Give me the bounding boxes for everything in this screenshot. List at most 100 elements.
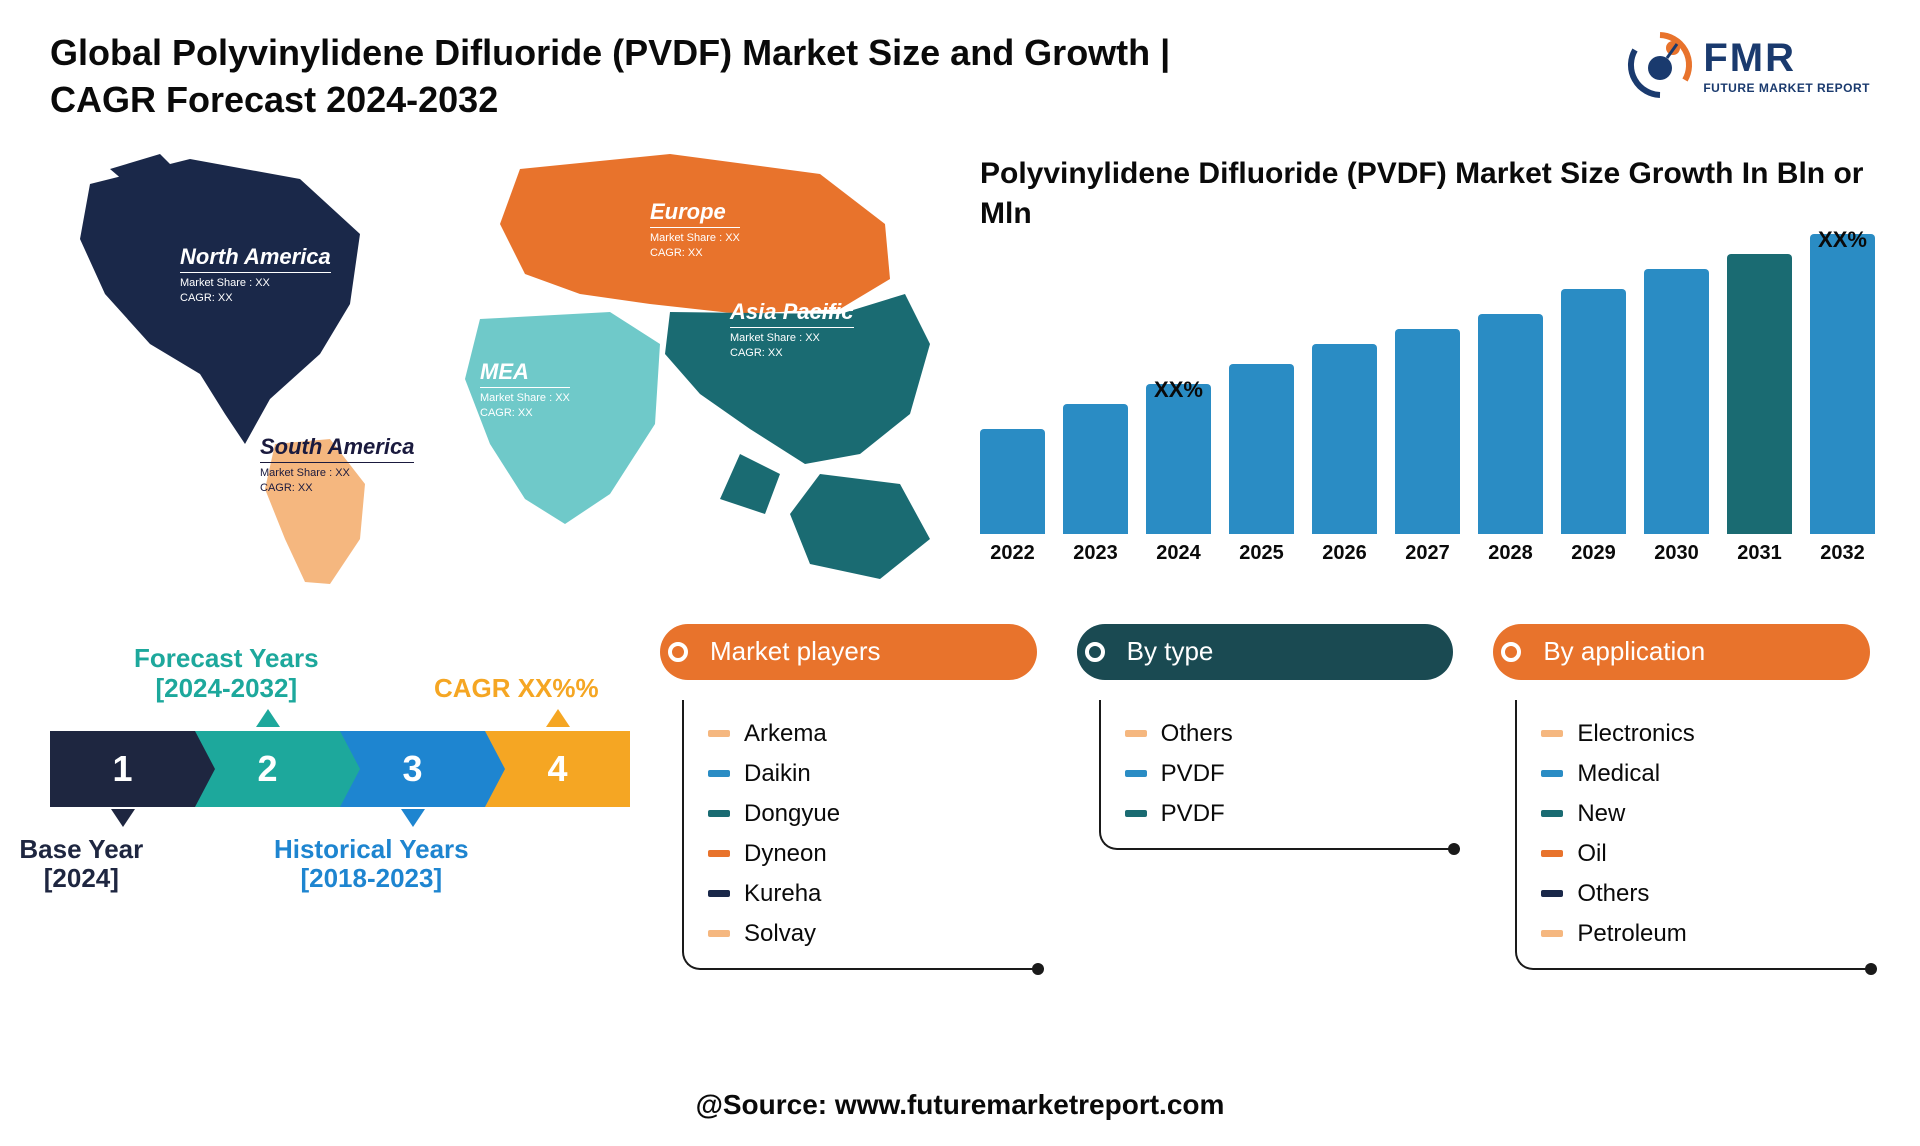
region-info: Market Share : XXCAGR: XX (180, 272, 331, 307)
bar-2024: XX%2024 (1146, 384, 1211, 565)
region-name: Europe (650, 199, 740, 225)
list-item: New (1517, 794, 1870, 834)
bar-annotation: XX% (1818, 227, 1867, 253)
timeline-seg-2: 2 (195, 731, 340, 807)
pill-dot-icon (1085, 642, 1105, 662)
list-item-marker (708, 770, 730, 777)
list-item-marker (1541, 930, 1563, 937)
bar-rect (1478, 314, 1543, 534)
timeline: Forecast Years[2024-2032]CAGR XX%% 1234 … (50, 624, 630, 911)
pill-header: Market players (660, 624, 1037, 680)
list-item: Dyneon (684, 834, 1037, 874)
pill-title: By type (1127, 636, 1214, 667)
timeline-arrow-1 (111, 809, 135, 827)
list-item-text: Oil (1577, 840, 1606, 868)
fmr-logo-icon (1625, 30, 1695, 100)
list-item-text: Daikin (744, 760, 811, 788)
pill-list: ElectronicsMedicalNewOilOthersPetroleum (1515, 700, 1870, 970)
timeline-seg-1: 1 (50, 731, 195, 807)
pill-header: By type (1077, 624, 1454, 680)
timeline-arrow-4 (546, 709, 570, 727)
region-name: South America (260, 434, 414, 460)
list-item: Daikin (684, 754, 1037, 794)
bar-rect (1146, 384, 1211, 534)
bar-rect (1727, 254, 1792, 534)
timeline-label-1: Base Year[2024] (0, 835, 181, 895)
region-info: Market Share : XXCAGR: XX (730, 327, 854, 362)
pill-title: Market players (710, 636, 881, 667)
bar-rect (1229, 364, 1294, 534)
region-info: Market Share : XXCAGR: XX (650, 227, 740, 262)
region-info: Market Share : XXCAGR: XX (260, 462, 414, 497)
region-label-na: North AmericaMarket Share : XXCAGR: XX (180, 244, 331, 307)
bar-year-label: 2026 (1322, 542, 1367, 565)
list-item: PVDF (1101, 794, 1454, 834)
timeline-label-4: CAGR XX%% (416, 674, 616, 704)
list-item-marker (708, 930, 730, 937)
pill-list: Arkema Daikin Dongyue Dyneon Kureha Solvay (682, 700, 1037, 970)
bar-2025: 2025 (1229, 364, 1294, 565)
pill-list: Others PVDF PVDF (1099, 700, 1454, 850)
bar-year-label: 2027 (1405, 542, 1450, 565)
list-item-text: Kureha (744, 880, 821, 908)
list-item: Arkema (684, 714, 1037, 754)
bar-year-label: 2029 (1571, 542, 1616, 565)
top-row: North AmericaMarket Share : XXCAGR: XXSo… (50, 144, 1870, 584)
bar-2026: 2026 (1312, 344, 1377, 565)
chart-title: Polyvinylidene Difluoride (PVDF) Market … (980, 154, 1875, 235)
list-item-text: Medical (1577, 760, 1660, 788)
bar-2022: 2022 (980, 429, 1045, 565)
pill-column-0: Market players Arkema Daikin Dongyue Dyneon K… (660, 624, 1037, 970)
logo-sub-text: FUTURE MARKET REPORT (1703, 81, 1870, 95)
region-info: Market Share : XXCAGR: XX (480, 387, 570, 422)
bar-rect (1644, 269, 1709, 534)
bar-annotation: XX% (1154, 377, 1203, 403)
pill-header: By application (1493, 624, 1870, 680)
bar-year-label: 2024 (1156, 542, 1201, 565)
list-item-marker (1541, 770, 1563, 777)
world-map: North AmericaMarket Share : XXCAGR: XXSo… (50, 144, 950, 584)
bar-2030: 2030 (1644, 269, 1709, 565)
logo-main-text: FMR (1703, 36, 1870, 81)
page-title: Global Polyvinylidene Difluoride (PVDF) … (50, 30, 1250, 124)
bar-rect (1561, 289, 1626, 534)
list-item-marker (1541, 730, 1563, 737)
list-item: Medical (1517, 754, 1870, 794)
bottom-row: Forecast Years[2024-2032]CAGR XX%% 1234 … (50, 624, 1870, 970)
bar-2027: 2027 (1395, 329, 1460, 565)
list-item-text: Others (1577, 880, 1649, 908)
timeline-seg-4: 4 (485, 731, 630, 807)
timeline-arrow-3 (401, 809, 425, 827)
list-item-text: Arkema (744, 720, 827, 748)
list-item-text: PVDF (1161, 760, 1225, 788)
region-label-ap: Asia PacificMarket Share : XXCAGR: XX (730, 299, 854, 362)
pill-title: By application (1543, 636, 1705, 667)
bar-chart: Polyvinylidene Difluoride (PVDF) Market … (980, 144, 1875, 584)
list-item-marker (708, 730, 730, 737)
list-item-marker (708, 810, 730, 817)
bar-2032: XX%2032 (1810, 234, 1875, 565)
bar-rect (1810, 234, 1875, 534)
region-label-eu: EuropeMarket Share : XXCAGR: XX (650, 199, 740, 262)
list-item-text: New (1577, 800, 1625, 828)
list-item: Solvay (684, 914, 1037, 954)
region-name: North America (180, 244, 331, 270)
list-item-marker (1125, 730, 1147, 737)
list-item: Others (1517, 874, 1870, 914)
list-item-text: Others (1161, 720, 1233, 748)
region-name: Asia Pacific (730, 299, 854, 325)
list-item-text: Dyneon (744, 840, 827, 868)
region-label-mea: MEAMarket Share : XXCAGR: XX (480, 359, 570, 422)
bar-year-label: 2022 (990, 542, 1035, 565)
bar-year-label: 2023 (1073, 542, 1118, 565)
bar-year-label: 2032 (1820, 542, 1865, 565)
list-item: Oil (1517, 834, 1870, 874)
list-item-marker (708, 890, 730, 897)
list-item-text: PVDF (1161, 800, 1225, 828)
timeline-label-2: Forecast Years[2024-2032] (126, 644, 326, 704)
list-item: Dongyue (684, 794, 1037, 834)
list-item-marker (708, 850, 730, 857)
bar-year-label: 2031 (1737, 542, 1782, 565)
bar-rect (980, 429, 1045, 534)
bar-rect (1395, 329, 1460, 534)
